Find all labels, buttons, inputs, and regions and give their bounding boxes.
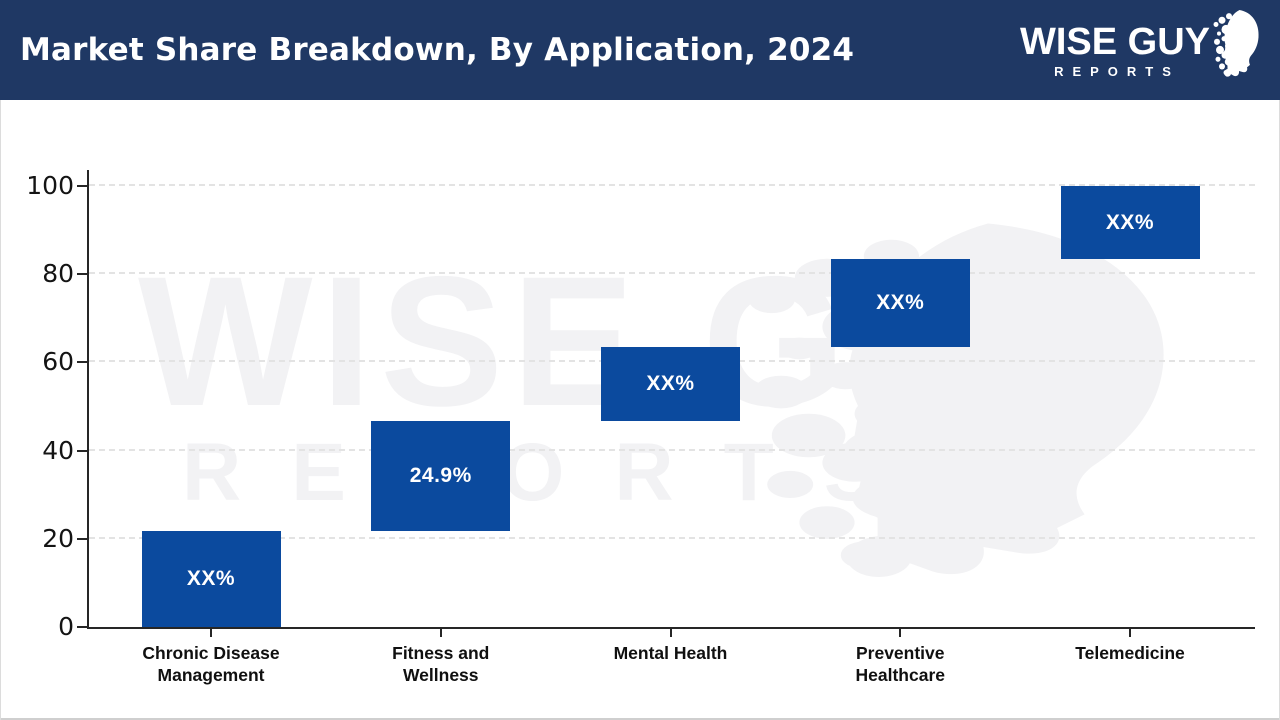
- y-tick-mark: [77, 537, 87, 540]
- y-tick-mark: [77, 449, 87, 452]
- bar-value-label: XX%: [1105, 210, 1155, 234]
- x-tick-mark: [899, 629, 902, 637]
- y-tick-label: 80: [42, 259, 74, 289]
- y-tick-label: 20: [42, 523, 74, 553]
- bar: XX%: [1060, 186, 1200, 260]
- y-tick-mark: [77, 185, 87, 187]
- category-label: Fitness and Wellness: [392, 643, 490, 685]
- bar: XX%: [141, 530, 281, 627]
- y-tick-label: 40: [42, 435, 74, 465]
- y-tick-mark: [77, 626, 87, 628]
- logo-wordmark: WISE GUY: [1019, 20, 1210, 63]
- dotted-head-icon: [1212, 9, 1262, 91]
- header-bar: Market Share Breakdown, By Application, …: [0, 0, 1280, 100]
- category-label: Mental Health: [613, 643, 728, 663]
- wise-guy-logo: WISE GUY REPORTS: [1020, 9, 1262, 91]
- y-tick-label: 100: [26, 171, 74, 200]
- gridline: [89, 184, 1255, 186]
- bar: 24.9%: [371, 421, 511, 531]
- y-tick-mark: [77, 361, 87, 364]
- bar: XX%: [830, 259, 970, 348]
- category-label: Chronic Disease Management: [142, 643, 280, 685]
- bar-value-label: XX%: [876, 291, 925, 315]
- x-tick-mark: [669, 629, 672, 637]
- bar-value-label: XX%: [646, 372, 695, 396]
- gridline: [89, 536, 1255, 539]
- logo-subtitle: REPORTS: [1054, 63, 1180, 79]
- bar-value-label: 24.9%: [409, 463, 472, 487]
- bar-value-label: XX%: [186, 566, 236, 590]
- bar: XX%: [601, 347, 740, 422]
- logo-text: WISE GUY REPORTS: [1020, 23, 1210, 78]
- category-label: Preventive Healthcare: [855, 643, 946, 685]
- gridline: [89, 448, 1255, 451]
- x-tick-mark: [210, 629, 212, 637]
- gridline: [89, 272, 1255, 275]
- watermark-subtitle: REPORTS: [182, 427, 929, 518]
- page-title: Market Share Breakdown, By Application, …: [20, 32, 855, 68]
- x-tick-mark: [1129, 629, 1131, 637]
- y-tick-mark: [77, 273, 87, 276]
- chart-area: 0 20 40 60 80 100 XX% Chronic Disease Managemen…: [26, 170, 1255, 685]
- category-label: Telemedicine: [1075, 643, 1185, 663]
- y-tick-label: 60: [42, 347, 74, 377]
- y-tick-label: 0: [58, 612, 74, 641]
- x-tick-mark: [439, 629, 442, 637]
